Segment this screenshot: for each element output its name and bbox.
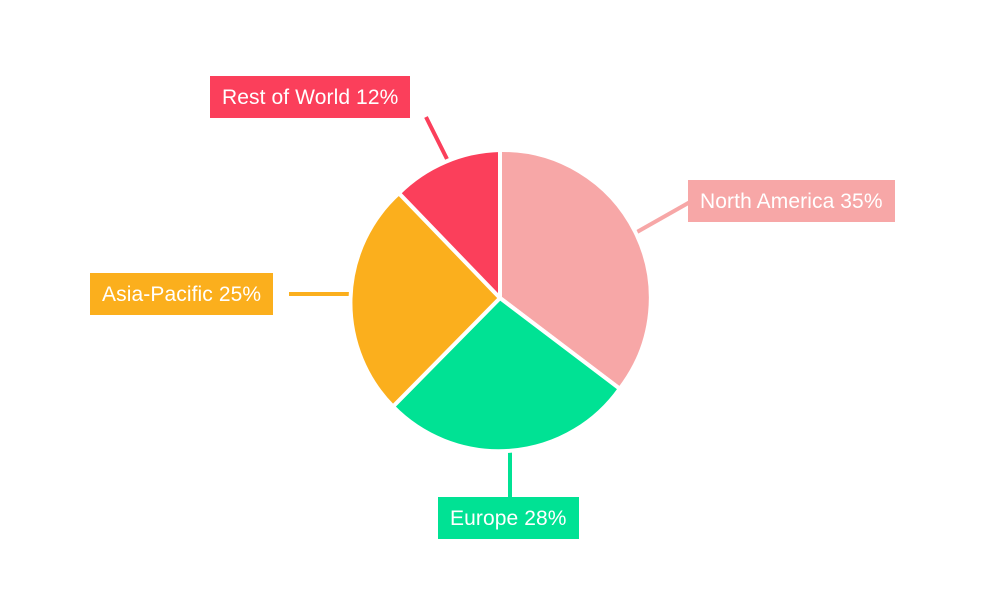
- pie-label-asia-pacific-text: Asia-Pacific 25%: [102, 282, 262, 306]
- pie-slice-asia-pacific[interactable]: [348, 191, 502, 409]
- pie-label-rest-of-world[interactable]: Rest of World 12%: [210, 76, 411, 118]
- leader-line-rest-of-world: [424, 116, 449, 160]
- leader-line-north-america: [636, 200, 691, 234]
- pie-label-rest-of-world-text: Rest of World 12%: [222, 85, 399, 109]
- pie-label-north-america-text: North America 35%: [700, 189, 883, 213]
- pie-label-europe[interactable]: Europe 28%: [438, 497, 579, 539]
- pie-label-asia-pacific[interactable]: Asia-Pacific 25%: [90, 273, 274, 315]
- pie-label-europe-text: Europe 28%: [450, 506, 567, 530]
- pie-slice-north-america[interactable]: [498, 147, 653, 391]
- pie-label-north-america[interactable]: North America 35%: [688, 180, 895, 222]
- pie-slice-europe[interactable]: [390, 296, 622, 454]
- pie-slice-rest-of-world[interactable]: [396, 148, 502, 300]
